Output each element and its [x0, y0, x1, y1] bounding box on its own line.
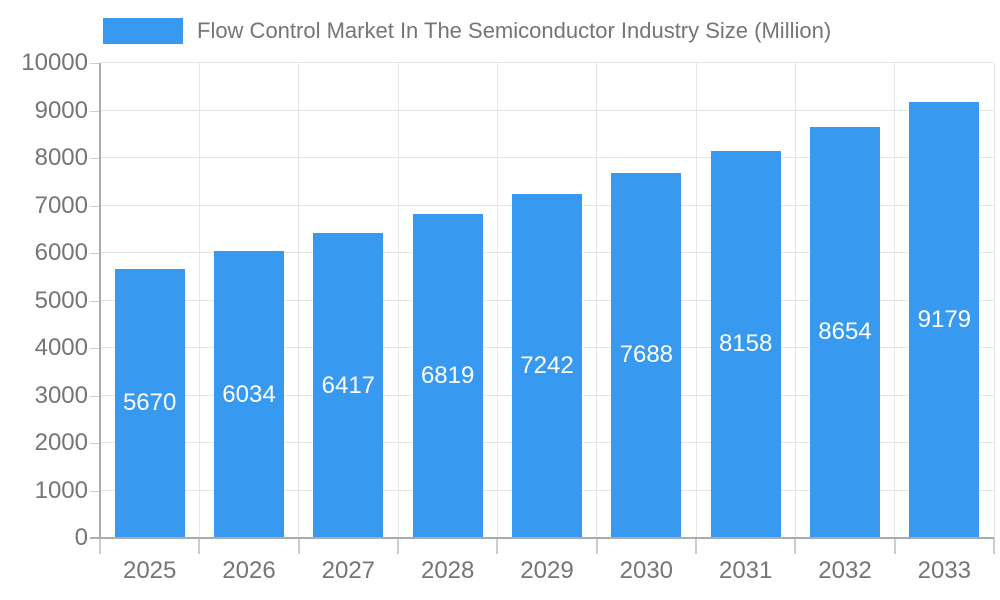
bar-value-label: 8158: [718, 330, 773, 358]
chart-legend[interactable]: Flow Control Market In The Semiconductor…: [103, 18, 831, 44]
x-tick: [397, 538, 399, 554]
x-axis-tick-label: 2027: [321, 557, 376, 584]
v-gridline: [496, 63, 498, 538]
y-axis-tick-label: 0: [74, 524, 88, 551]
bar-2031[interactable]: 8158: [710, 150, 781, 538]
y-tick: [90, 63, 100, 64]
y-axis-tick-label: 6000: [34, 239, 88, 266]
x-axis-tick-label: 2032: [818, 557, 872, 584]
y-axis-tick-label: 5000: [34, 286, 88, 314]
v-gridline: [397, 63, 399, 538]
x-axis-tick-label: 2031: [718, 557, 773, 584]
v-gridline: [596, 63, 598, 538]
x-tick: [496, 538, 499, 554]
x-tick: [198, 538, 201, 554]
bar-value-label: 6034: [222, 380, 276, 408]
y-tick: [90, 110, 100, 112]
x-tick: [993, 538, 995, 554]
bar-2032[interactable]: 8654: [810, 126, 880, 538]
y-axis-tick-label: 7000: [34, 191, 88, 219]
bar-value-label: 7688: [619, 341, 674, 369]
y-axis-tick-label: 8000: [34, 144, 88, 171]
bar-value-label: 5670: [122, 389, 177, 417]
x-axis-tick-label: 2025: [122, 557, 177, 584]
x-axis-line: [90, 537, 994, 539]
x-tick: [794, 538, 797, 554]
y-axis-line: [99, 63, 101, 539]
y-axis-tick-label: 9000: [34, 96, 88, 124]
bar-2026[interactable]: 6034: [214, 251, 284, 538]
x-tick: [695, 538, 697, 554]
v-gridline: [198, 63, 200, 538]
v-gridline: [695, 63, 697, 538]
v-gridline: [894, 63, 896, 538]
bar-2027[interactable]: 6417: [313, 233, 384, 538]
x-tick: [595, 538, 598, 554]
bar-value-label: 9179: [917, 306, 972, 333]
x-tick: [99, 538, 101, 554]
y-axis-labels: 0 1000 2000 3000 4000 5000 6000 7000 8000 9000 100…: [0, 49, 88, 551]
bar-2029[interactable]: 7242: [512, 194, 582, 538]
y-tick: [90, 490, 100, 492]
y-tick: [90, 253, 100, 254]
h-gridline: [100, 62, 994, 63]
y-axis-tick-label: 2000: [34, 429, 88, 456]
legend-label: Flow Control Market In The Semiconductor…: [197, 18, 832, 43]
x-tick: [893, 538, 896, 554]
v-gridline: [794, 63, 796, 538]
x-axis-tick-label: 2030: [619, 557, 674, 584]
y-tick: [90, 205, 100, 207]
bar-2028[interactable]: 6819: [412, 214, 483, 538]
bar-value-label: 8654: [818, 318, 872, 346]
x-axis-tick-label: 2026: [222, 557, 276, 584]
y-tick: [90, 348, 100, 349]
bar-2025[interactable]: 5670: [114, 268, 185, 538]
bar-2033[interactable]: 9179: [909, 102, 980, 538]
h-gridline: [100, 109, 994, 111]
bar-2030[interactable]: 7688: [611, 172, 682, 538]
v-gridline: [993, 63, 995, 538]
x-axis-tick-label: 2029: [520, 557, 574, 584]
x-axis-labels: 2025 2026 2027 2028 2029 2030 2031 2032 2033: [100, 556, 994, 586]
x-tick: [297, 538, 300, 554]
v-gridline: [298, 63, 300, 538]
h-gridline: [100, 157, 994, 158]
y-axis-tick-label: 10000: [21, 49, 88, 76]
x-axis-tick-label: 2028: [420, 557, 475, 584]
y-axis-tick-label: 1000: [34, 476, 88, 504]
y-tick: [90, 158, 100, 159]
y-tick: [90, 300, 100, 302]
plot-area: 5670 6034 6417 6819 7242 7688 8158 8654 9179: [99, 62, 995, 554]
bar-value-label: 6819: [420, 362, 475, 390]
y-tick: [90, 395, 100, 397]
legend-swatch: [103, 18, 183, 44]
y-tick: [90, 443, 100, 444]
y-axis-tick-label: 3000: [34, 381, 88, 409]
x-axis-tick-label: 2033: [917, 557, 972, 584]
y-axis-tick-label: 4000: [34, 334, 88, 361]
bar-value-label: 6417: [321, 371, 376, 399]
bar-value-label: 7242: [520, 352, 574, 379]
